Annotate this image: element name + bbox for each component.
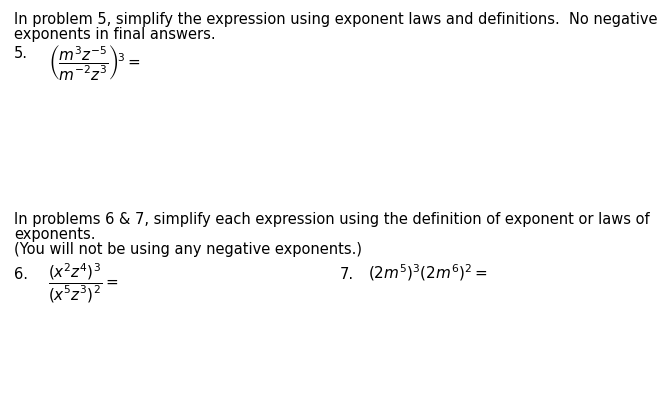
Text: exponents in final answers.: exponents in final answers. — [14, 27, 215, 42]
Text: 5.: 5. — [14, 46, 28, 61]
Text: 7.: 7. — [340, 267, 354, 282]
Text: (You will not be using any negative exponents.): (You will not be using any negative expo… — [14, 242, 362, 257]
Text: In problem 5, simplify the expression using exponent laws and definitions.  No n: In problem 5, simplify the expression us… — [14, 12, 658, 27]
Text: 6.: 6. — [14, 267, 28, 282]
Text: In problems 6 & 7, simplify each expression using the definition of exponent or : In problems 6 & 7, simplify each express… — [14, 212, 650, 227]
Text: $\left( \dfrac{m^3 z^{-5}}{m^{-2} z^3} \right)^{\!3} =$: $\left( \dfrac{m^3 z^{-5}}{m^{-2} z^3} \… — [48, 43, 141, 82]
Text: $\dfrac{\left( x^2 z^4 \right)^3}{\left( x^5 z^3 \right)^2} =$: $\dfrac{\left( x^2 z^4 \right)^3}{\left(… — [48, 262, 118, 305]
Text: exponents.: exponents. — [14, 227, 95, 242]
Text: $\left( 2m^5 \right)^3 \left( 2m^6 \right)^2 =$: $\left( 2m^5 \right)^3 \left( 2m^6 \righ… — [368, 262, 488, 283]
